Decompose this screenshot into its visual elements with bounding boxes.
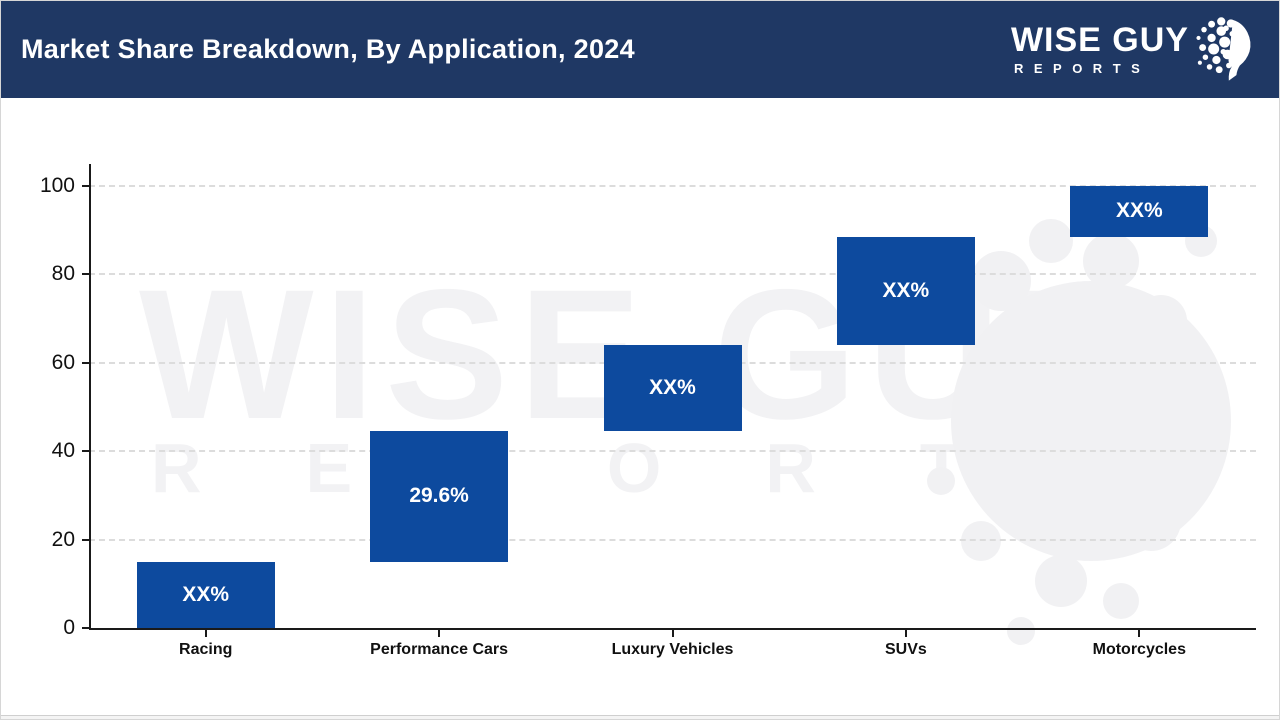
y-tick-label-60: 60	[51, 350, 75, 374]
bar-motorcycles: XX%	[1070, 186, 1209, 237]
bar-performance-cars: 29.6%	[370, 430, 509, 562]
y-axis-line	[89, 164, 91, 630]
brand-logo-text: WISE GUY REPORTS	[1011, 23, 1189, 76]
brand-name: WISE GUY	[1010, 21, 1189, 59]
brand-subname: REPORTS	[1013, 61, 1151, 76]
x-label-racing: Racing	[179, 641, 233, 658]
y-tick-60	[82, 361, 89, 364]
x-label-performance-cars: Performance Cars	[370, 641, 509, 658]
y-tick-80	[82, 273, 89, 276]
bar-value-label: XX%	[182, 582, 230, 606]
y-tick-label-0: 0	[63, 616, 75, 639]
x-label-motorcycles: Motorcycles	[1092, 641, 1186, 658]
y-tick-0	[82, 627, 89, 629]
watermark-face-dots	[927, 219, 1231, 645]
y-tick-20	[82, 538, 89, 541]
bar-value-label: 29.6%	[409, 484, 469, 508]
gridline-40	[89, 450, 1256, 453]
dotted-head-icon	[1196, 16, 1251, 81]
y-tick-label-100: 100	[39, 174, 75, 197]
x-axis-line	[89, 628, 1256, 630]
gridline-100	[89, 185, 1256, 187]
x-label-suvs: SUVs	[884, 641, 927, 658]
brand-logo: WISE GUY REPORTS	[1011, 8, 1255, 92]
x-tick-performance-cars	[438, 630, 441, 637]
bar-value-label: XX%	[882, 278, 930, 302]
bar-luxury-vehicles: XX%	[603, 345, 742, 431]
bar-suvs: XX%	[836, 236, 975, 346]
x-tick-suvs	[904, 630, 907, 637]
y-tick-40	[82, 450, 89, 453]
header-bar: Market Share Breakdown, By Application, …	[1, 1, 1279, 98]
x-tick-racing	[204, 630, 207, 637]
y-tick-label-80: 80	[51, 262, 75, 286]
gridline-80	[89, 273, 1256, 276]
bar-value-label: XX%	[649, 375, 696, 399]
watermark-text-secondary: REPORTS	[151, 429, 1218, 507]
page-title: Market Share Breakdown, By Application, …	[21, 34, 635, 64]
gridline-20	[89, 538, 1256, 541]
y-tick-label-20: 20	[51, 527, 75, 551]
bottom-border-strip	[1, 715, 1279, 719]
x-label-luxury-vehicles: Luxury Vehicles	[611, 641, 734, 658]
y-tick-100	[82, 185, 89, 187]
x-tick-motorcycles	[1138, 630, 1141, 637]
y-tick-label-40: 40	[51, 439, 75, 463]
bar-value-label: XX%	[1115, 199, 1163, 223]
bar-racing: XX%	[136, 561, 275, 628]
x-tick-luxury-vehicles	[671, 630, 674, 637]
